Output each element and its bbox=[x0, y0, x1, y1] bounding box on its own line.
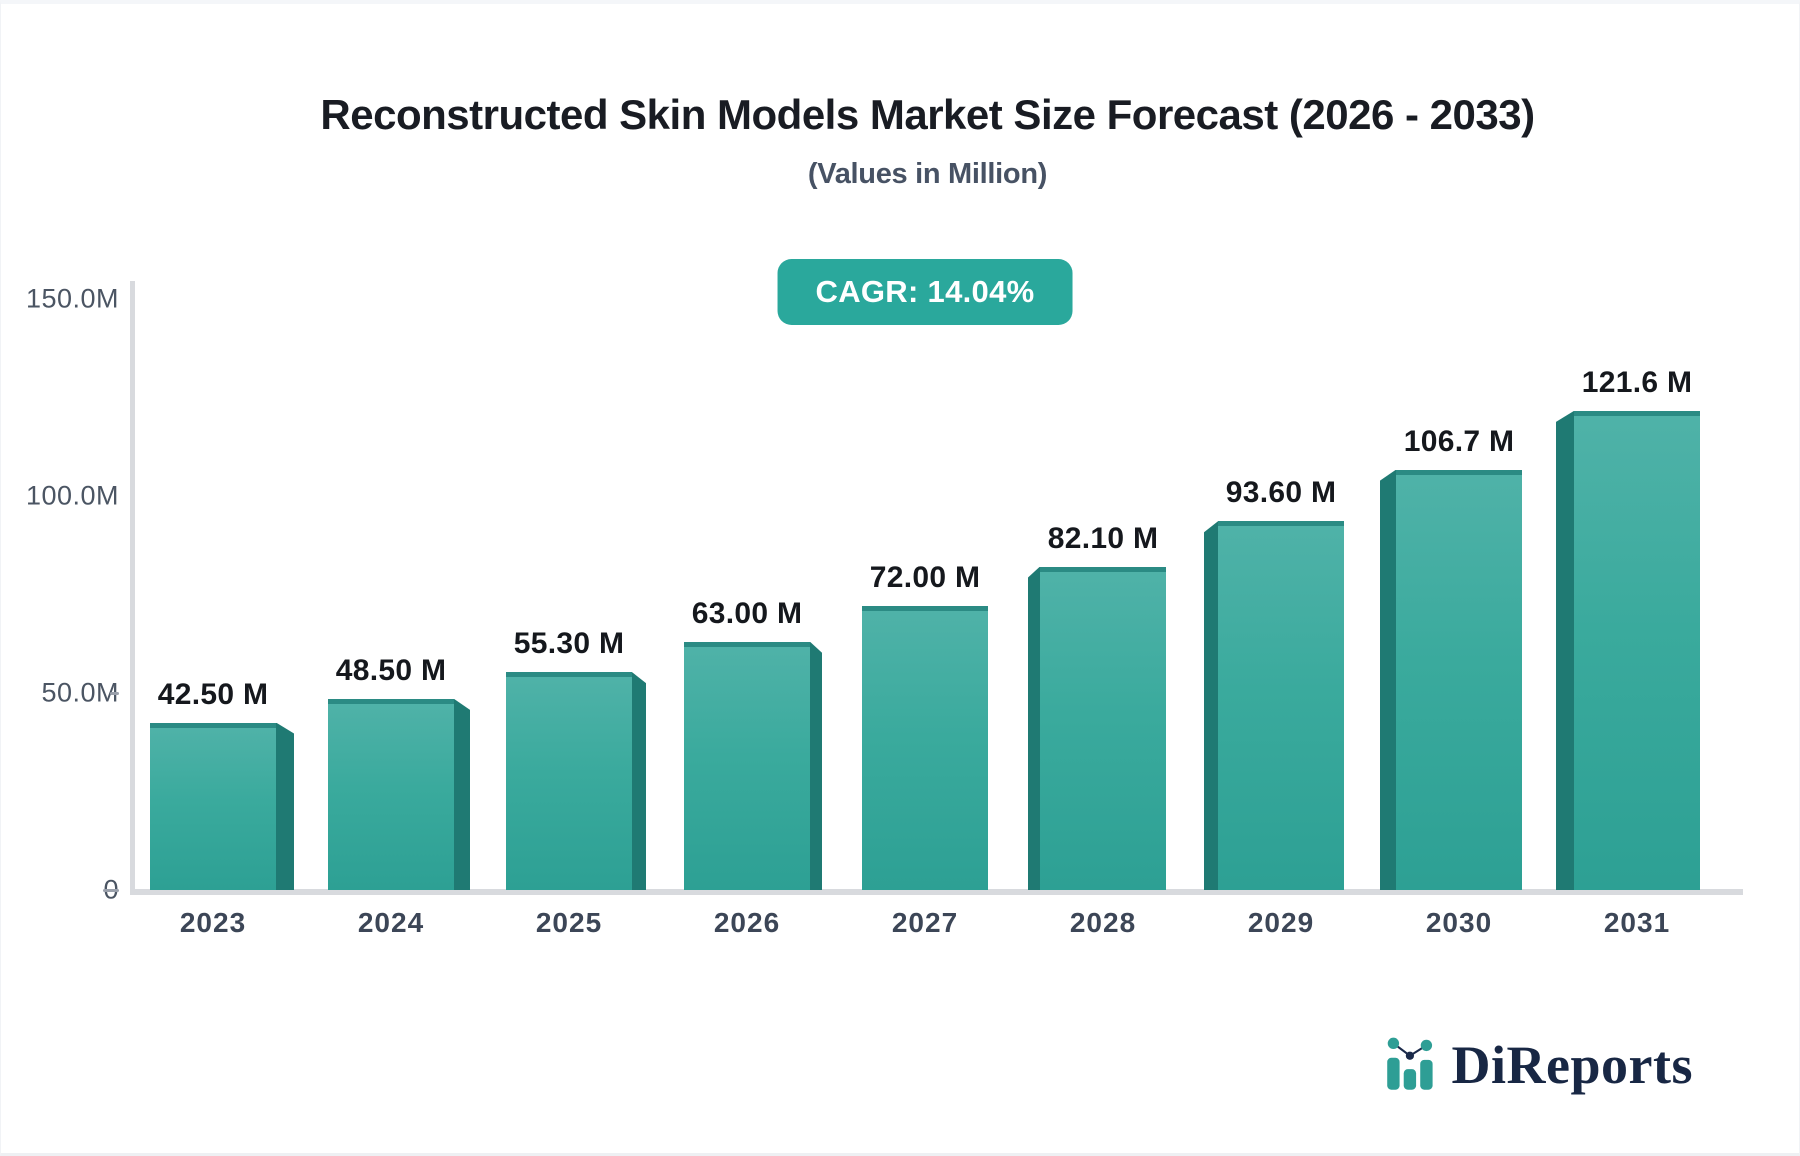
y-axis-line bbox=[130, 281, 135, 895]
y-axis-tick-label: 150.0M bbox=[25, 283, 119, 314]
y-axis-tick-mark bbox=[103, 889, 119, 892]
bar-side-face-2024 bbox=[454, 698, 470, 890]
bar-value-label-2025: 55.30 M bbox=[513, 627, 625, 661]
x-axis-label-2029: 2029 bbox=[1247, 907, 1315, 938]
x-axis-label-2030: 2030 bbox=[1425, 907, 1493, 938]
y-axis-tick-label: 0 bbox=[1, 875, 119, 906]
bar-value-label-2023: 42.50 M bbox=[157, 677, 269, 711]
bar-side-face-2025 bbox=[632, 672, 646, 890]
y-axis-tick-label: 100.0M bbox=[25, 480, 119, 511]
chart-subtitle: (Values in Million) bbox=[807, 158, 1048, 191]
x-axis-label-2025: 2025 bbox=[535, 907, 603, 938]
bar-2030 bbox=[1396, 469, 1522, 890]
bar-side-face-2023 bbox=[276, 722, 294, 890]
bar-side-face-2026 bbox=[810, 641, 822, 890]
y-axis-tick-label: 50.0M bbox=[41, 677, 119, 708]
x-axis-label-2028: 2028 bbox=[1069, 907, 1137, 938]
bar-value-label-2028: 82.10 M bbox=[1047, 521, 1159, 555]
x-axis-line bbox=[130, 889, 1743, 895]
bar-value-label-2027: 72.00 M bbox=[869, 561, 981, 595]
x-axis-label-2031: 2031 bbox=[1603, 907, 1671, 938]
bar-2028 bbox=[1040, 566, 1166, 890]
bar-2025 bbox=[506, 672, 632, 890]
bar-side-face-2028 bbox=[1028, 566, 1040, 890]
bar-2026 bbox=[684, 641, 810, 890]
chart-header: Reconstructed Skin Models Market Size Fo… bbox=[56, 90, 1799, 191]
x-axis-label-2027: 2027 bbox=[891, 907, 959, 938]
bar-chart: 150.0M 100.0M 50.0M 0 42.50 M 2023 48.50 M 2024… bbox=[1, 4, 1799, 1153]
x-axis-label-2024: 2024 bbox=[357, 907, 425, 938]
bar-side-face-2029 bbox=[1204, 521, 1218, 890]
mini-bar-chart-icon bbox=[1386, 1037, 1433, 1090]
bar-value-label-2024: 48.50 M bbox=[335, 653, 447, 687]
bar-side-face-2031 bbox=[1556, 410, 1574, 890]
cagr-badge: CAGR: 14.04% bbox=[777, 259, 1073, 325]
bar-2023 bbox=[150, 722, 276, 890]
bar-2031 bbox=[1574, 410, 1700, 890]
x-axis-label-2023: 2023 bbox=[179, 907, 247, 938]
bar-2027 bbox=[862, 606, 988, 890]
bar-value-label-2029: 93.60 M bbox=[1225, 476, 1337, 510]
bar-value-label-2026: 63.00 M bbox=[691, 596, 803, 630]
chart-title: Reconstructed Skin Models Market Size Fo… bbox=[320, 91, 1535, 138]
logo-text: DiReports bbox=[1451, 1035, 1693, 1095]
bar-side-face-2030 bbox=[1380, 469, 1396, 890]
bar-2024 bbox=[328, 698, 454, 890]
bar-value-label-2031: 121.6 M bbox=[1581, 365, 1693, 399]
bar-value-label-2030: 106.7 M bbox=[1403, 424, 1515, 458]
x-axis-label-2026: 2026 bbox=[713, 907, 781, 938]
direports-logo: DiReports bbox=[1380, 1032, 1693, 1098]
bar-2029 bbox=[1218, 521, 1344, 890]
y-axis-tick-mark bbox=[110, 692, 119, 695]
